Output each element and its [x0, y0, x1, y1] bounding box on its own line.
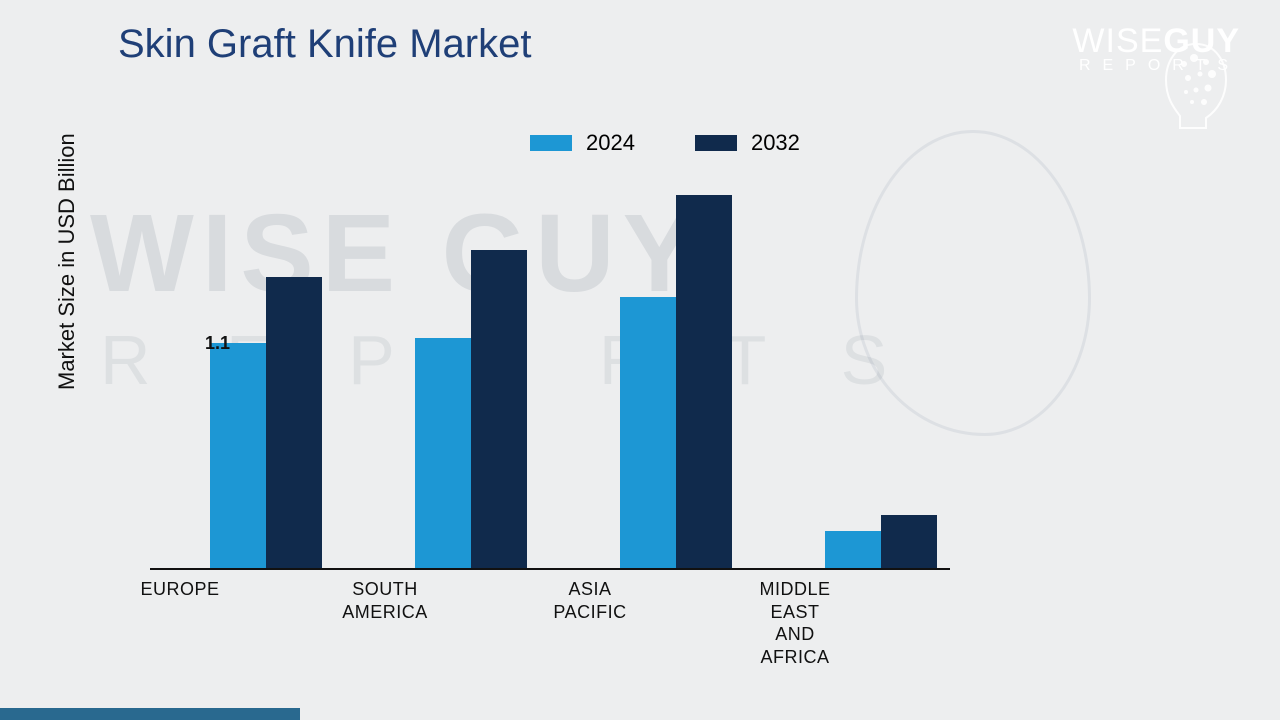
- category-label: ASIAPACIFIC: [505, 578, 675, 623]
- chart-legend: 2024 2032: [530, 130, 800, 156]
- brand-word-1: WISE: [1072, 22, 1163, 60]
- bar-data-label: 1.1: [205, 333, 230, 354]
- bar: [881, 515, 937, 568]
- legend-swatch-2032: [695, 135, 737, 151]
- market-chart: Market Size in USD Billion 2024 2032 1.1…: [60, 130, 960, 690]
- report-slide: WISE GUY R E P O R T S Skin Graft Knife …: [0, 0, 1280, 720]
- category-label: EUROPE: [95, 578, 265, 601]
- legend-swatch-2024: [530, 135, 572, 151]
- category-label: SOUTHAMERICA: [300, 578, 470, 623]
- legend-item-2024: 2024: [530, 130, 635, 156]
- brand-head-icon: [1160, 40, 1232, 130]
- y-axis-label: Market Size in USD Billion: [54, 133, 80, 390]
- bar: [210, 343, 266, 569]
- legend-label-2032: 2032: [751, 130, 800, 156]
- brand-logo: WISEGUY REPORTS: [1072, 22, 1240, 75]
- bar: [471, 250, 527, 568]
- bar: [266, 277, 322, 568]
- legend-label-2024: 2024: [586, 130, 635, 156]
- bar: [825, 531, 881, 568]
- page-title: Skin Graft Knife Market: [118, 22, 531, 67]
- bottom-accent-bar: [0, 708, 300, 720]
- plot-area: 1.1: [150, 160, 950, 570]
- bar: [676, 195, 732, 568]
- bar: [415, 338, 471, 568]
- bar: [620, 297, 676, 568]
- legend-item-2032: 2032: [695, 130, 800, 156]
- category-label: MIDDLEEASTANDAFRICA: [710, 578, 880, 668]
